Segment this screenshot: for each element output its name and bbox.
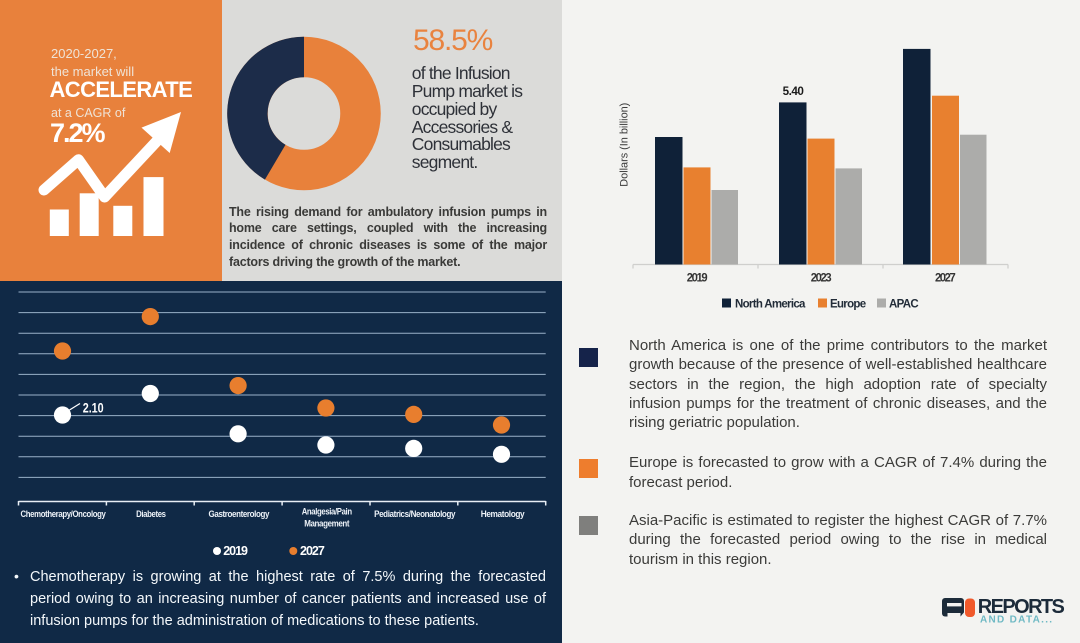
svg-text:Gastroenterology: Gastroenterology (209, 509, 270, 520)
svg-text:APAC: APAC (889, 299, 918, 311)
svg-text:2027: 2027 (935, 273, 955, 285)
svg-text:2.10: 2.10 (83, 401, 104, 416)
svg-text:Diabetes: Diabetes (136, 509, 166, 520)
svg-text:Hematology: Hematology (481, 509, 526, 520)
svg-text:2027: 2027 (300, 544, 325, 558)
svg-text:Analgesia/Pain: Analgesia/Pain (302, 507, 353, 518)
svg-text:AND DATA...: AND DATA... (980, 615, 1053, 626)
svg-text:Dollars (In billion): Dollars (In billion) (619, 103, 631, 187)
svg-text:Chemotherapy/Oncology: Chemotherapy/Oncology (21, 509, 107, 520)
svg-text:REPORTS: REPORTS (978, 596, 1065, 618)
svg-text:Europe: Europe (830, 299, 866, 311)
svg-text:5.40: 5.40 (783, 85, 805, 98)
svg-text:Pediatrics/Neonatology: Pediatrics/Neonatology (374, 509, 456, 520)
svg-text:North America: North America (735, 299, 806, 311)
svg-text:2023: 2023 (811, 273, 831, 285)
svg-text:Management: Management (304, 519, 350, 530)
svg-text:2019: 2019 (223, 544, 248, 558)
svg-text:2019: 2019 (687, 273, 707, 285)
